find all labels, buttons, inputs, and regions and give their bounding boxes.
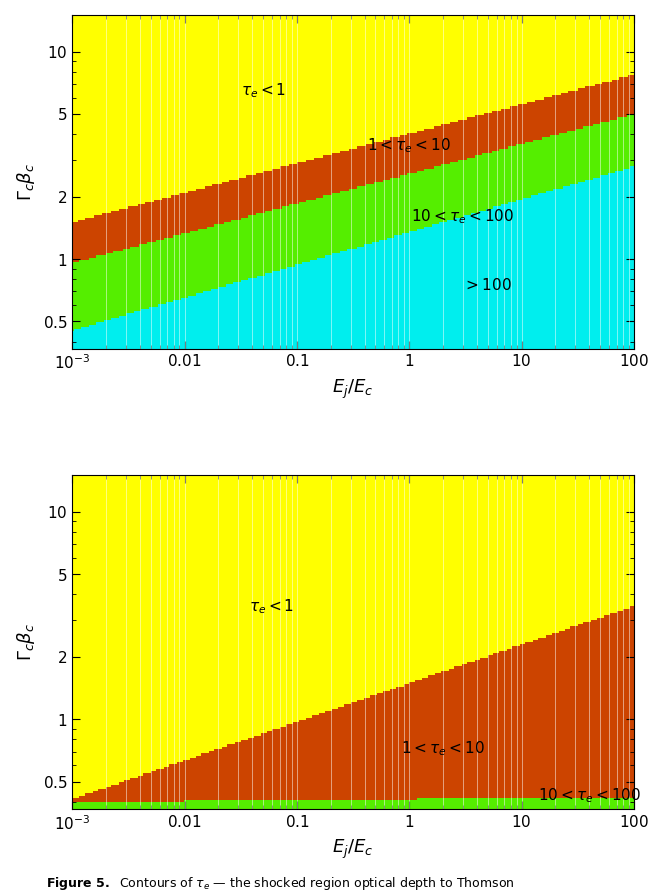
Text: $> 100$: $> 100$ (463, 277, 512, 293)
Text: $\tau_e < 1$: $\tau_e < 1$ (240, 81, 286, 99)
X-axis label: $E_j/E_c$: $E_j/E_c$ (333, 378, 374, 401)
Y-axis label: $\Gamma_c\beta_c$: $\Gamma_c\beta_c$ (15, 624, 37, 661)
Y-axis label: $\Gamma_c\beta_c$: $\Gamma_c\beta_c$ (15, 163, 37, 201)
Text: $\mathbf{Figure\ 5.}$  Contours of $\tau_e$ — the shocked region optical depth t: $\mathbf{Figure\ 5.}$ Contours of $\tau_… (46, 874, 515, 892)
Text: $10 < \tau_e < 100$: $10 < \tau_e < 100$ (412, 207, 515, 226)
Text: $10 < \tau_e < 100$: $10 < \tau_e < 100$ (538, 786, 641, 805)
Text: $\tau_e < 1$: $\tau_e < 1$ (250, 597, 295, 616)
X-axis label: $E_j/E_c$: $E_j/E_c$ (333, 838, 374, 861)
Text: $1 < \tau_e < 10$: $1 < \tau_e < 10$ (401, 739, 485, 758)
Text: $1 < \tau_e < 10$: $1 < \tau_e < 10$ (367, 137, 451, 156)
